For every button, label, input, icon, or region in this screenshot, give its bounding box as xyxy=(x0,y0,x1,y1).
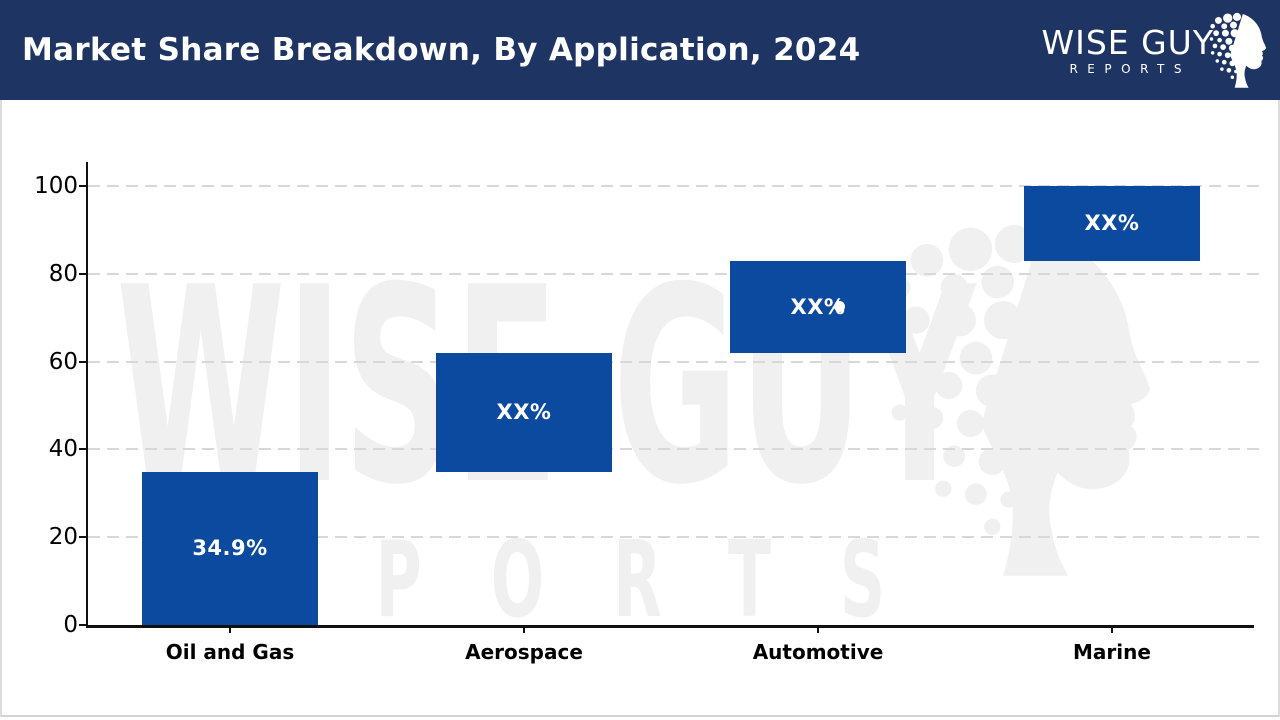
watermark-head-icon xyxy=(878,222,1150,576)
y-tick-label: 20 xyxy=(48,524,78,551)
y-tick xyxy=(79,448,86,451)
y-tick xyxy=(79,360,86,363)
gridline xyxy=(88,272,1262,275)
x-tick-label: Aerospace xyxy=(465,640,583,664)
y-tick xyxy=(79,624,86,626)
x-tick-label: Oil and Gas xyxy=(165,640,295,664)
x-tick xyxy=(229,625,231,633)
y-tick xyxy=(79,536,86,539)
gridline xyxy=(88,536,1262,539)
y-tick xyxy=(79,185,86,187)
y-tick-label: 100 xyxy=(34,173,78,199)
bar-marine: XX% xyxy=(1024,186,1200,261)
gridline xyxy=(88,448,1262,451)
x-tick xyxy=(523,625,525,633)
y-tick-label: 40 xyxy=(48,436,78,463)
page-title: Market Share Breakdown, By Application, … xyxy=(22,32,861,68)
gridline xyxy=(88,360,1262,363)
y-tick xyxy=(79,272,86,275)
x-tick-label: Automotive xyxy=(752,640,884,664)
x-tick xyxy=(1111,625,1113,633)
y-tick-label: 60 xyxy=(48,348,78,375)
gridline xyxy=(88,185,1262,187)
header: Market Share Breakdown, By Application, … xyxy=(0,0,1280,100)
logo-subtitle: REPORTS xyxy=(1069,61,1191,76)
bar-label: XX% xyxy=(1084,211,1140,236)
bar-automotive: XX% xyxy=(730,260,906,353)
y-tick-label: 0 xyxy=(63,612,78,638)
logo-head-icon xyxy=(1208,12,1266,88)
bar-aerospace: XX% xyxy=(436,352,612,472)
watermark-dot xyxy=(834,301,845,312)
logo: WISE GUY REPORTS xyxy=(1041,12,1266,88)
y-axis-line xyxy=(86,162,88,628)
logo-text: WISE GUY REPORTS xyxy=(1041,26,1214,75)
x-axis-line xyxy=(86,625,1254,628)
logo-wordmark: WISE GUY xyxy=(1041,22,1214,62)
bar-label: 34.9% xyxy=(192,536,268,561)
x-tick xyxy=(817,625,819,633)
bar-label: XX% xyxy=(496,400,552,425)
y-tick-label: 80 xyxy=(48,260,78,287)
x-tick-label: Marine xyxy=(1073,640,1151,664)
bar-oil-and-gas: 34.9% xyxy=(142,471,318,625)
